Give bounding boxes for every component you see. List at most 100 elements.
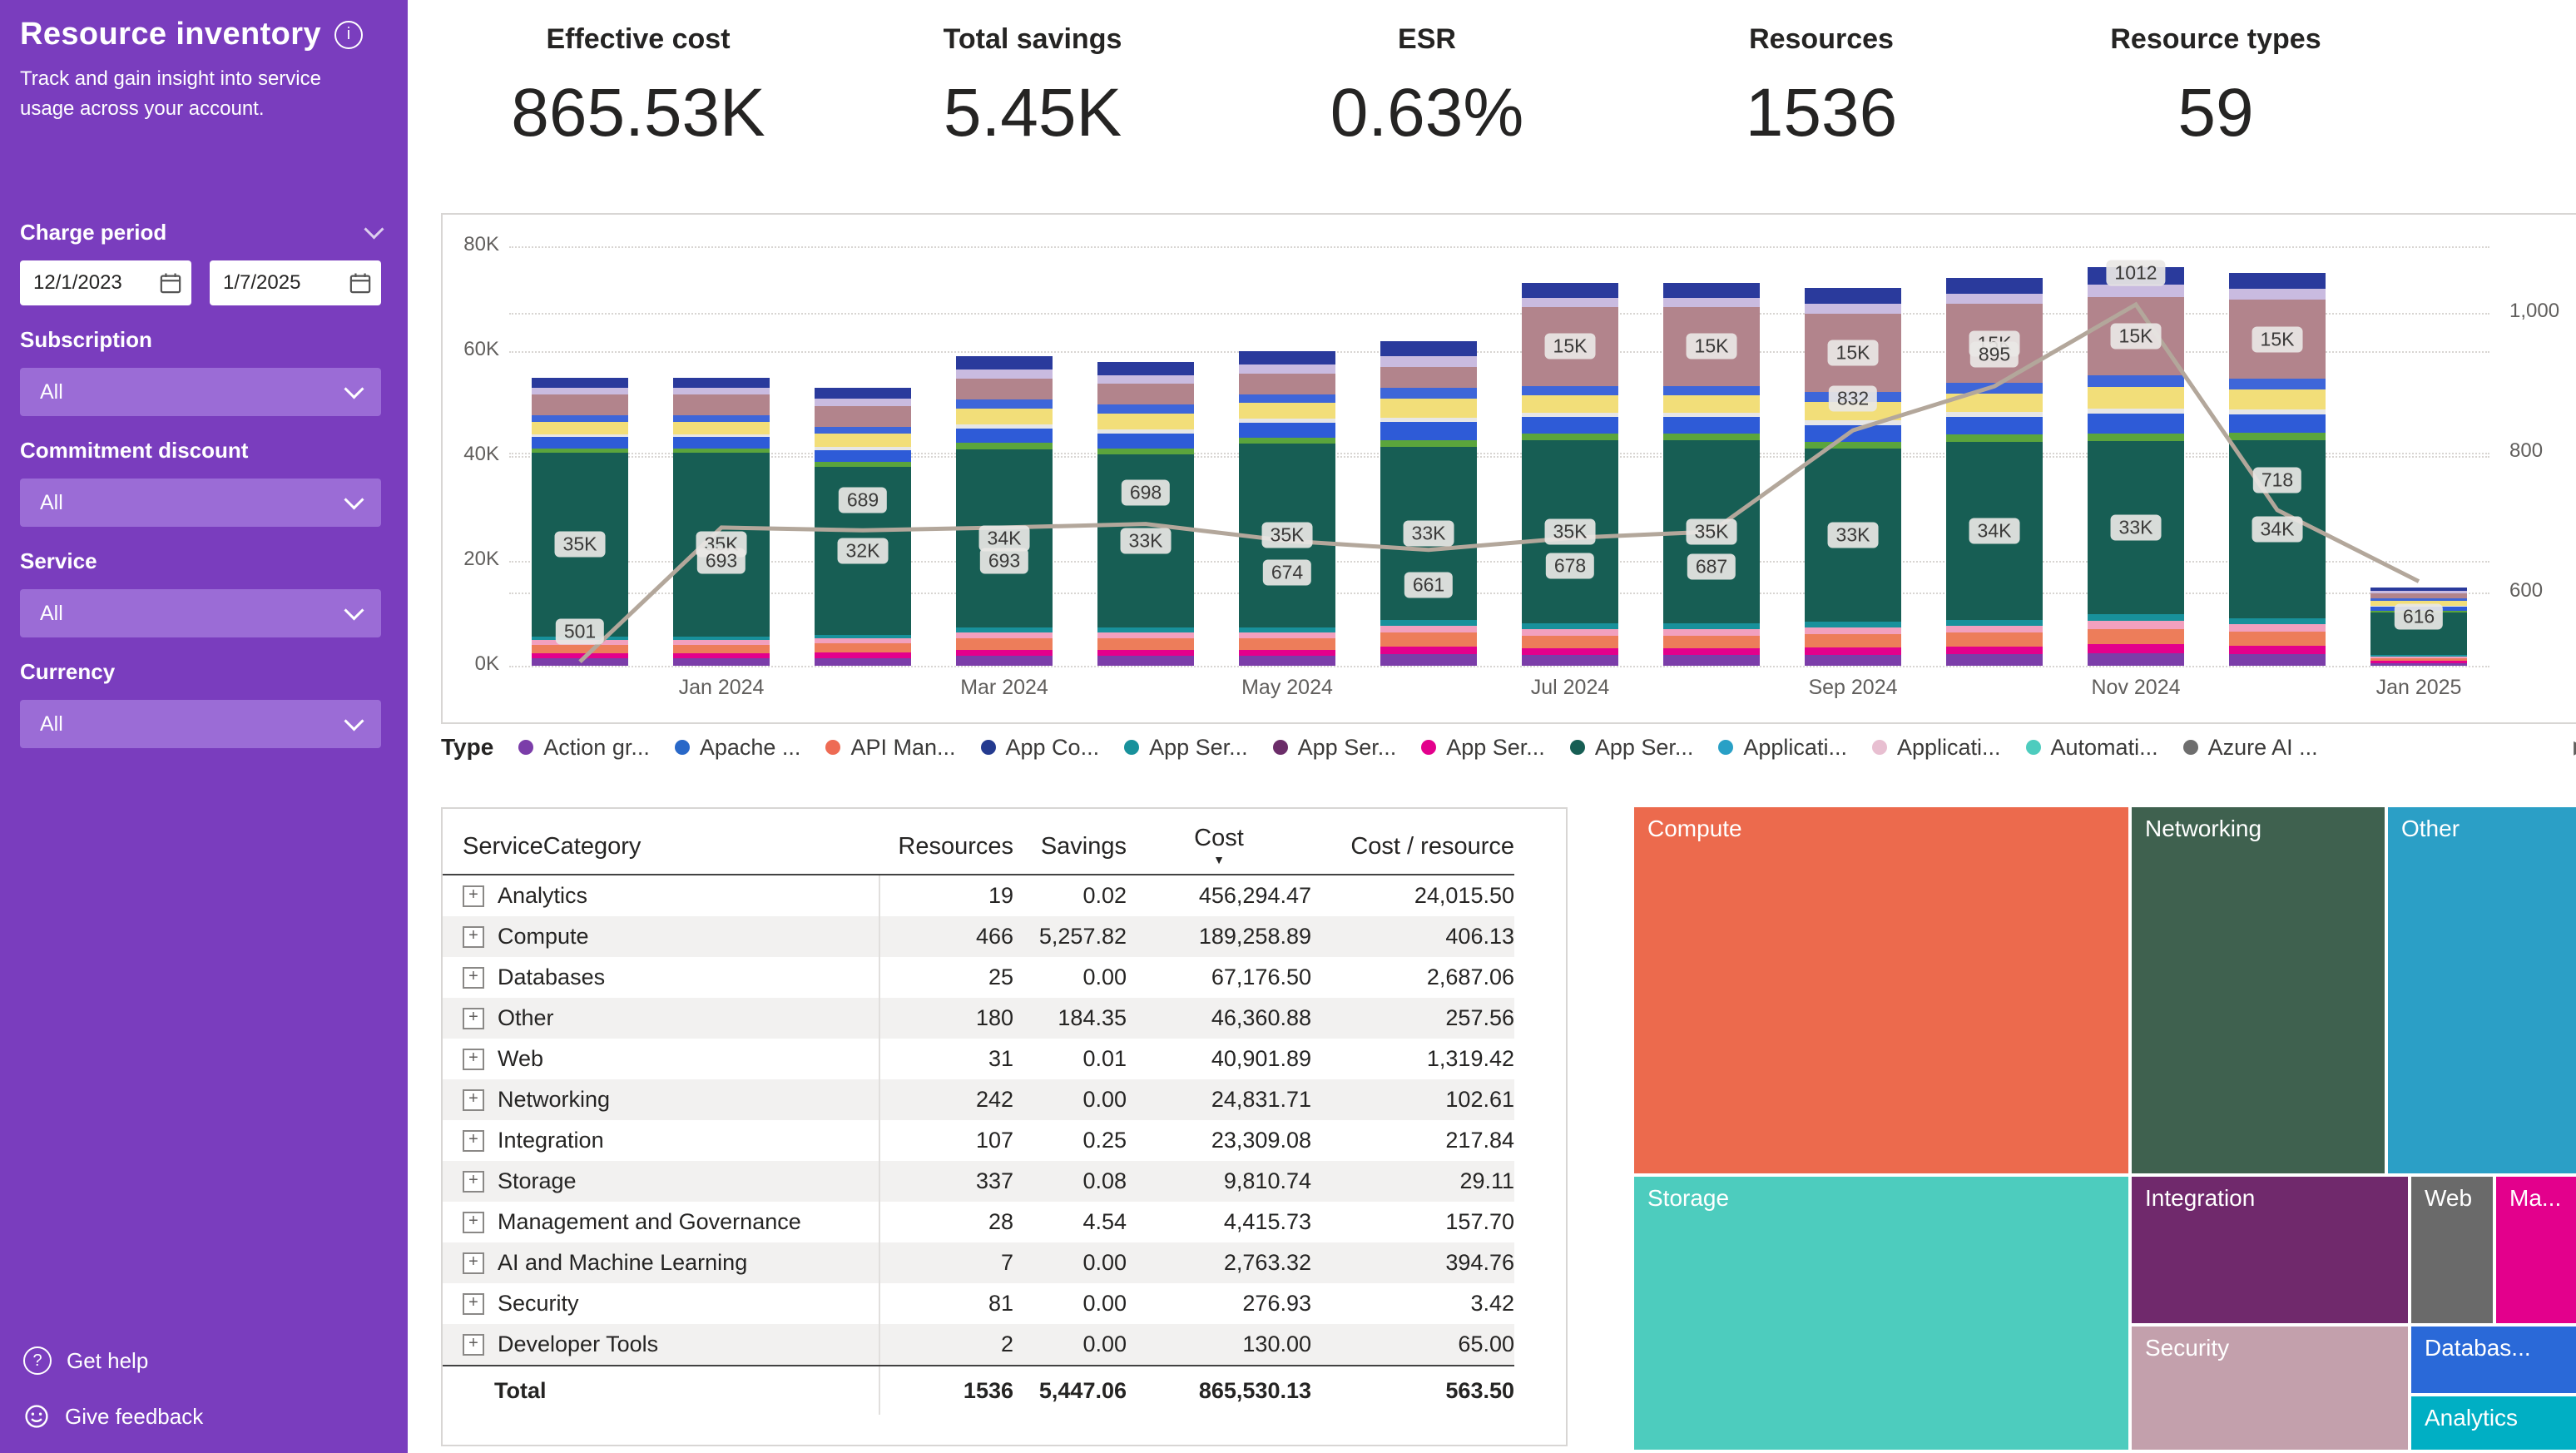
column-header[interactable]: Resources bbox=[898, 832, 1013, 860]
legend-item[interactable]: App Ser... bbox=[1124, 735, 1248, 761]
total-value-cell: 1536 bbox=[963, 1377, 1013, 1403]
legend-item[interactable]: Azure AI ... bbox=[2182, 735, 2318, 761]
treemap-tile-databas[interactable]: Databas... bbox=[2411, 1327, 2576, 1393]
gridline bbox=[509, 246, 2489, 248]
give-feedback-label: Give feedback bbox=[65, 1403, 204, 1429]
expand-icon[interactable]: + bbox=[463, 1292, 484, 1315]
service-category-treemap: Compute Networking Other Storage Integration… bbox=[1634, 807, 2576, 1450]
expand-icon[interactable]: + bbox=[463, 1089, 484, 1111]
treemap-tile-label: Storage bbox=[1647, 1185, 1730, 1211]
expand-icon[interactable]: + bbox=[463, 1007, 484, 1029]
value-cell: 180 bbox=[975, 1005, 1013, 1030]
expand-icon[interactable]: + bbox=[463, 966, 484, 989]
legend-item[interactable]: App Ser... bbox=[1272, 735, 1396, 761]
start-date-input[interactable]: 12/1/2023 bbox=[20, 260, 191, 305]
table-row[interactable]: + Web 31 0.01 40,901.89 1,319.42 bbox=[443, 1039, 1514, 1079]
end-date-input[interactable]: 1/7/2025 bbox=[210, 260, 381, 305]
legend-more-arrow-icon[interactable]: ▶ bbox=[2574, 736, 2576, 758]
legend-item[interactable]: App Ser... bbox=[1569, 735, 1693, 761]
bar-segment bbox=[1805, 424, 1901, 443]
table-row[interactable]: + Other 180 184.35 46,360.88 257.56 bbox=[443, 998, 1514, 1039]
expand-icon[interactable]: + bbox=[463, 1252, 484, 1274]
treemap-tile-analytics[interactable]: Analytics bbox=[2411, 1396, 2576, 1450]
legend-item[interactable]: Applicati... bbox=[1718, 735, 1847, 761]
table-row[interactable]: + Management and Governance 28 4.54 4,415.73… bbox=[443, 1202, 1514, 1242]
legend-item[interactable]: API Man... bbox=[825, 735, 956, 761]
bar-segment bbox=[1946, 654, 2043, 666]
table-row[interactable]: + Security 81 0.00 276.93 3.42 bbox=[443, 1283, 1514, 1324]
bar-segment bbox=[1946, 277, 2043, 294]
treemap-tile-security[interactable]: Security bbox=[2132, 1327, 2408, 1450]
expand-icon[interactable]: + bbox=[463, 1211, 484, 1233]
column-header[interactable]: Savings bbox=[1040, 832, 1127, 860]
bar-segment bbox=[1380, 646, 1477, 655]
sort-desc-icon: ▼ bbox=[1213, 853, 1225, 867]
legend-item[interactable]: App Ser... bbox=[1421, 735, 1545, 761]
table-row[interactable]: + Integration 107 0.25 23,309.08 217.84 bbox=[443, 1120, 1514, 1161]
data-label: 35K bbox=[1544, 518, 1596, 545]
stacked-bar[interactable] bbox=[673, 377, 770, 666]
bar-segment bbox=[1097, 637, 1194, 650]
treemap-tile-label: Other bbox=[2401, 816, 2460, 841]
data-label: 15K bbox=[1827, 340, 1879, 366]
legend-item[interactable]: App Co... bbox=[980, 735, 1099, 761]
stacked-bar[interactable] bbox=[1239, 351, 1335, 666]
dropdown-service[interactable]: All bbox=[20, 589, 381, 637]
table-row[interactable]: + Developer Tools 2 0.00 130.00 65.00 bbox=[443, 1324, 1514, 1365]
stacked-bar[interactable] bbox=[1097, 361, 1194, 666]
get-help-link[interactable]: ? Get help bbox=[23, 1346, 203, 1375]
expand-icon[interactable]: + bbox=[463, 925, 484, 948]
bar-segment bbox=[1097, 649, 1194, 657]
dropdown-subscription[interactable]: All bbox=[20, 368, 381, 416]
column-header[interactable]: Cost / resource bbox=[1350, 832, 1514, 860]
column-header[interactable]: ServiceCategory bbox=[463, 832, 642, 860]
bar-segment bbox=[1946, 434, 2043, 442]
treemap-tile-integration[interactable]: Integration bbox=[2132, 1177, 2408, 1323]
treemap-tile-other[interactable]: Other bbox=[2388, 807, 2576, 1173]
expand-icon[interactable]: + bbox=[463, 885, 484, 907]
treemap-tile-label: Compute bbox=[1647, 816, 1742, 841]
dropdown-currency[interactable]: All bbox=[20, 700, 381, 748]
data-label: 15K bbox=[2252, 326, 2303, 352]
legend-item[interactable]: Automati... bbox=[2025, 735, 2158, 761]
stacked-bar[interactable] bbox=[956, 356, 1053, 666]
expand-icon[interactable]: + bbox=[463, 1333, 484, 1356]
dropdown-value: All bbox=[40, 379, 63, 404]
legend-title: Type bbox=[441, 734, 494, 760]
stacked-bar[interactable] bbox=[1380, 340, 1477, 666]
data-label: 33K bbox=[2110, 514, 2162, 541]
expand-icon[interactable]: + bbox=[463, 1170, 484, 1193]
give-feedback-link[interactable]: Give feedback bbox=[23, 1403, 203, 1430]
gridline bbox=[509, 666, 2489, 667]
bar-segment bbox=[956, 632, 1053, 638]
gridline bbox=[509, 593, 2489, 594]
legend-item[interactable]: Applicati... bbox=[1871, 735, 2001, 761]
table-row[interactable]: + Compute 466 5,257.82 189,258.89 406.13 bbox=[443, 916, 1514, 957]
category-cell: + Management and Governance bbox=[443, 1202, 880, 1242]
bar-segment bbox=[673, 414, 770, 423]
treemap-tile-web[interactable]: Web bbox=[2411, 1177, 2493, 1323]
table-row[interactable]: + Storage 337 0.08 9,810.74 29.11 bbox=[443, 1161, 1514, 1202]
table-row[interactable]: + Databases 25 0.00 67,176.50 2,687.06 bbox=[443, 957, 1514, 998]
dropdown-commitment-discount[interactable]: All bbox=[20, 479, 381, 527]
column-header-sorted[interactable]: Cost ▼ bbox=[1127, 825, 1311, 867]
bar-segment bbox=[2229, 631, 2326, 646]
bar-segment bbox=[2088, 375, 2184, 388]
treemap-tile-compute[interactable]: Compute bbox=[1634, 807, 2128, 1173]
stacked-bar[interactable] bbox=[815, 388, 911, 666]
expand-icon[interactable]: + bbox=[463, 1129, 484, 1152]
table-row[interactable]: + Networking 242 0.00 24,831.71 102.61 bbox=[443, 1079, 1514, 1120]
legend-item[interactable]: Action gr... bbox=[518, 735, 650, 761]
legend-dot-icon bbox=[1871, 740, 1887, 755]
treemap-tile-storage[interactable]: Storage bbox=[1634, 1177, 2128, 1450]
table-row[interactable]: + AI and Machine Learning 7 0.00 2,763.32 394… bbox=[443, 1242, 1514, 1283]
data-label: 33K bbox=[1120, 528, 1172, 554]
table-row[interactable]: + Analytics 19 0.02 456,294.47 24,015.50 bbox=[443, 875, 1514, 916]
expand-icon[interactable]: + bbox=[463, 1048, 484, 1070]
info-icon[interactable]: i bbox=[334, 20, 363, 49]
collapse-chevron-icon[interactable] bbox=[364, 219, 384, 240]
treemap-tile-networking[interactable]: Networking bbox=[2132, 807, 2385, 1173]
legend-item[interactable]: Apache ... bbox=[674, 735, 800, 761]
value-cell: 28 bbox=[988, 1209, 1013, 1234]
treemap-tile-ma[interactable]: Ma... bbox=[2496, 1177, 2576, 1323]
